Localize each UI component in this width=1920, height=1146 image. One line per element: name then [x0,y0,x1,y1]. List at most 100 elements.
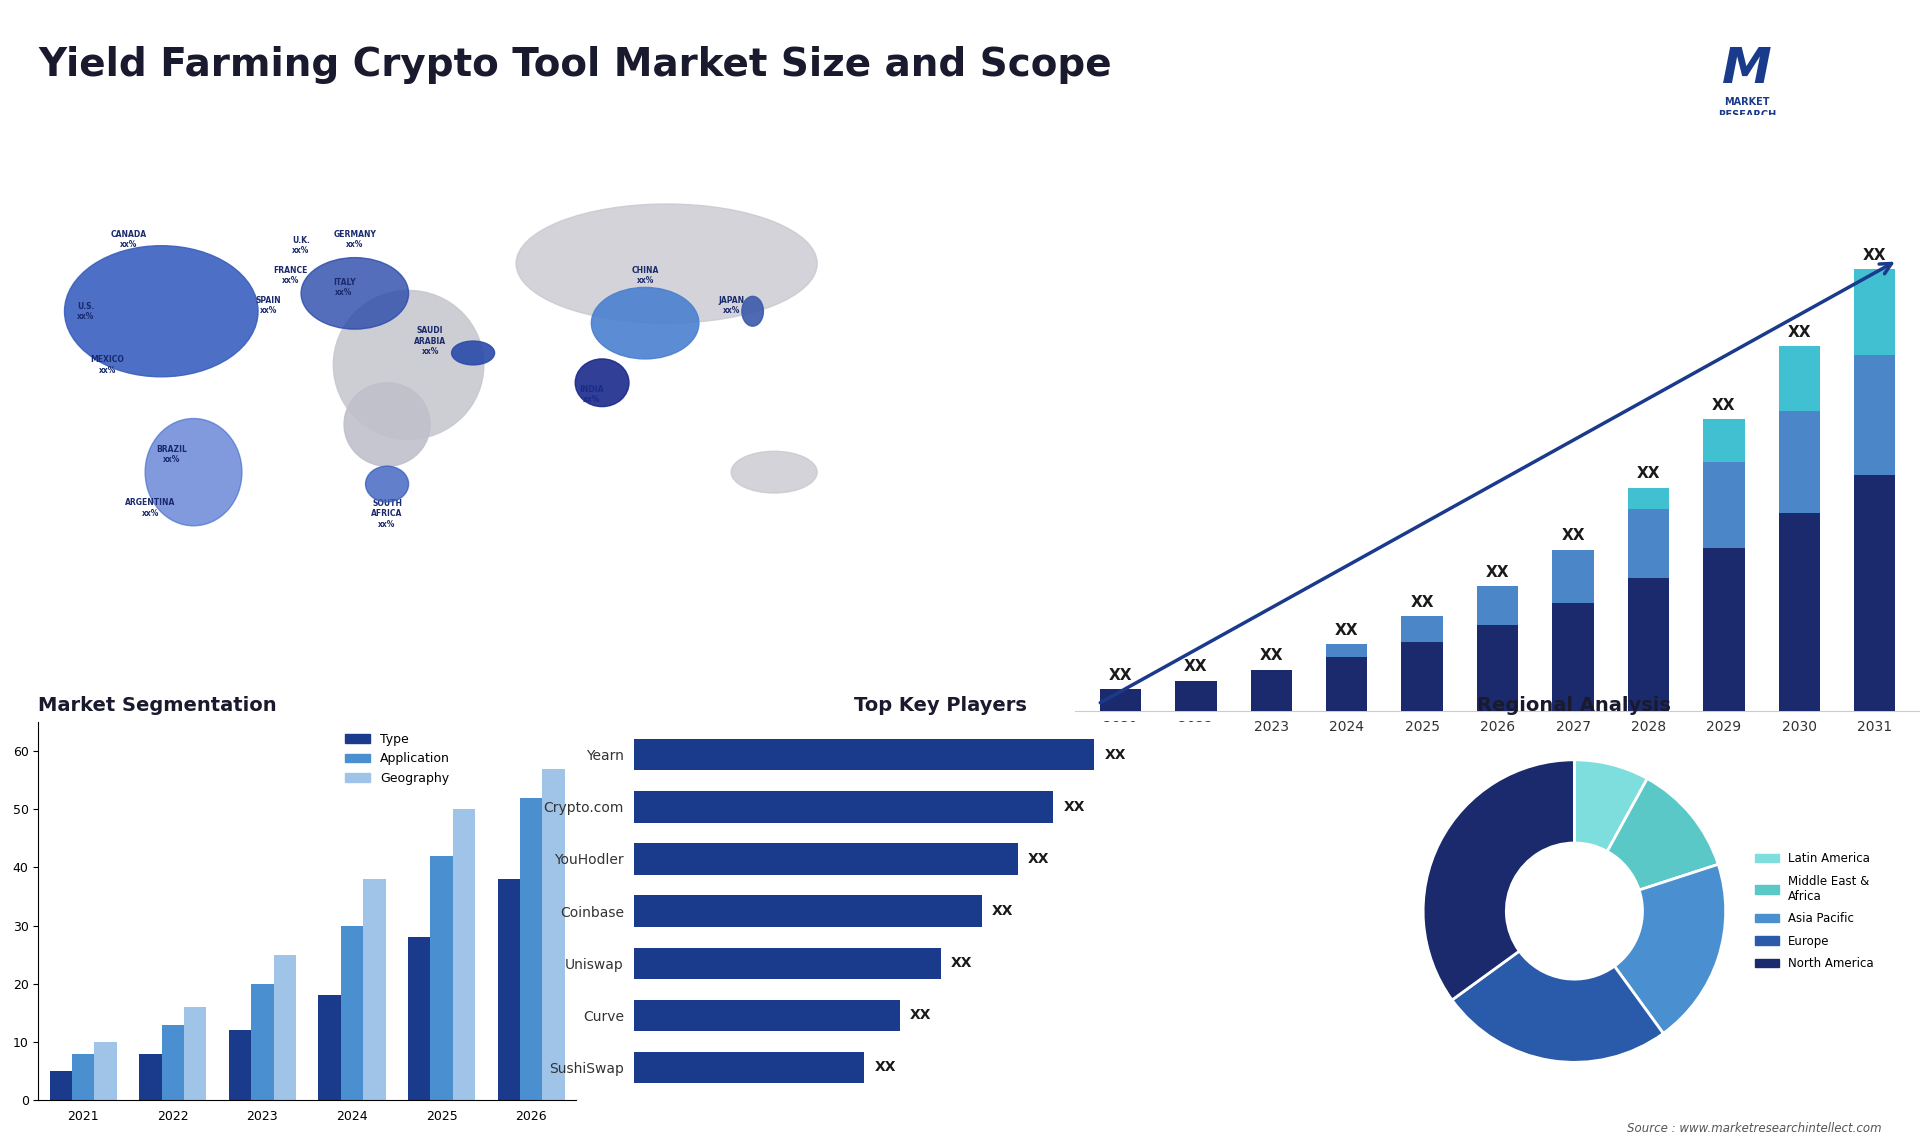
Text: SPAIN
xx%: SPAIN xx% [255,296,282,315]
Bar [161,1025,184,1100]
Text: CHINA
xx%: CHINA xx% [632,266,659,285]
Bar [228,1030,252,1100]
Ellipse shape [576,359,630,407]
Text: GERMANY
xx%: GERMANY xx% [334,230,376,250]
Text: BRAZIL
xx%: BRAZIL xx% [157,445,188,464]
Text: XX: XX [1411,595,1434,610]
Bar [1703,548,1745,711]
Wedge shape [1574,760,1647,851]
Bar [634,843,1018,874]
Bar [1703,419,1745,462]
Bar [342,926,363,1100]
Ellipse shape [591,288,699,359]
Wedge shape [1615,864,1726,1034]
Ellipse shape [344,383,430,466]
Bar [1551,604,1594,711]
Text: XX: XX [1486,565,1509,580]
Text: XX: XX [1862,248,1887,262]
Bar [1327,644,1367,657]
Text: MARKET
RESEARCH
INTELLECT: MARKET RESEARCH INTELLECT [1718,97,1776,132]
Text: XX: XX [874,1060,897,1074]
Legend: Type, Application, Geography: Type, Application, Geography [340,728,455,790]
Bar [1778,410,1820,513]
Ellipse shape [146,418,242,526]
Text: XX: XX [1185,659,1208,674]
Bar [543,769,564,1100]
Ellipse shape [741,297,764,327]
Text: XX: XX [1561,528,1584,543]
Text: XX: XX [1713,398,1736,413]
Bar [1551,550,1594,604]
Text: XX: XX [1636,466,1661,481]
Bar [1628,488,1668,509]
Text: XX: XX [950,956,973,971]
Text: SOUTH
AFRICA
xx%: SOUTH AFRICA xx% [371,499,403,528]
Text: M: M [1722,45,1772,93]
Ellipse shape [334,290,484,439]
Bar [520,798,543,1100]
Legend: Latin America, Middle East &
Africa, Asia Pacific, Europe, North America: Latin America, Middle East & Africa, Asi… [1751,847,1878,975]
Title: Regional Analysis: Regional Analysis [1478,696,1670,715]
Text: XX: XX [1104,748,1127,762]
Bar [409,937,430,1100]
Ellipse shape [451,342,495,364]
Text: INDIA
xx%: INDIA xx% [580,385,603,405]
Bar [1703,462,1745,548]
Ellipse shape [301,258,409,329]
Bar [1778,346,1820,410]
Text: XX: XX [993,904,1014,918]
Text: XX: XX [1334,622,1359,637]
Text: XX: XX [1027,851,1050,866]
Text: XX: XX [1260,649,1283,664]
Bar [634,948,941,979]
Text: FRANCE
xx%: FRANCE xx% [273,266,307,285]
Title: Top Key Players: Top Key Players [854,696,1027,715]
Bar [94,1042,117,1100]
Bar [50,1072,73,1100]
Text: XX: XX [1788,324,1811,340]
Bar [1476,587,1519,625]
Text: U.K.
xx%: U.K. xx% [292,236,309,256]
Bar [1100,689,1140,711]
Bar [1402,642,1444,711]
Text: MEXICO
xx%: MEXICO xx% [90,355,125,375]
Bar [1855,474,1895,711]
Bar [634,999,900,1031]
Bar [275,955,296,1100]
Bar [1628,578,1668,711]
Bar [1250,669,1292,711]
Bar [363,879,386,1100]
Bar [1855,355,1895,474]
Ellipse shape [516,204,818,323]
Bar [1402,617,1444,642]
Bar [1628,509,1668,578]
Text: Market Segmentation: Market Segmentation [38,696,276,715]
Bar [453,809,476,1100]
Bar [140,1053,161,1100]
Bar [252,983,275,1100]
Text: U.S.
xx%: U.S. xx% [77,301,94,321]
Bar [634,895,981,927]
Ellipse shape [65,245,257,377]
Ellipse shape [365,466,409,502]
Text: ARGENTINA
xx%: ARGENTINA xx% [125,499,177,518]
Bar [634,791,1054,823]
Wedge shape [1423,760,1574,1000]
Bar [1327,657,1367,711]
Bar [184,1007,207,1100]
Text: Yield Farming Crypto Tool Market Size and Scope: Yield Farming Crypto Tool Market Size an… [38,46,1112,84]
Bar [430,856,453,1100]
Bar [319,996,342,1100]
Text: SAUDI
ARABIA
xx%: SAUDI ARABIA xx% [415,327,445,356]
Text: XX: XX [910,1008,931,1022]
Wedge shape [1607,778,1718,890]
Bar [1175,681,1217,711]
Text: Source : www.marketresearchintellect.com: Source : www.marketresearchintellect.com [1626,1122,1882,1135]
Bar [634,1052,864,1083]
Bar [497,879,520,1100]
Bar [634,739,1094,770]
Ellipse shape [732,452,818,493]
Bar [73,1053,94,1100]
Text: XX: XX [1108,668,1133,683]
Text: CANADA
xx%: CANADA xx% [111,230,148,250]
